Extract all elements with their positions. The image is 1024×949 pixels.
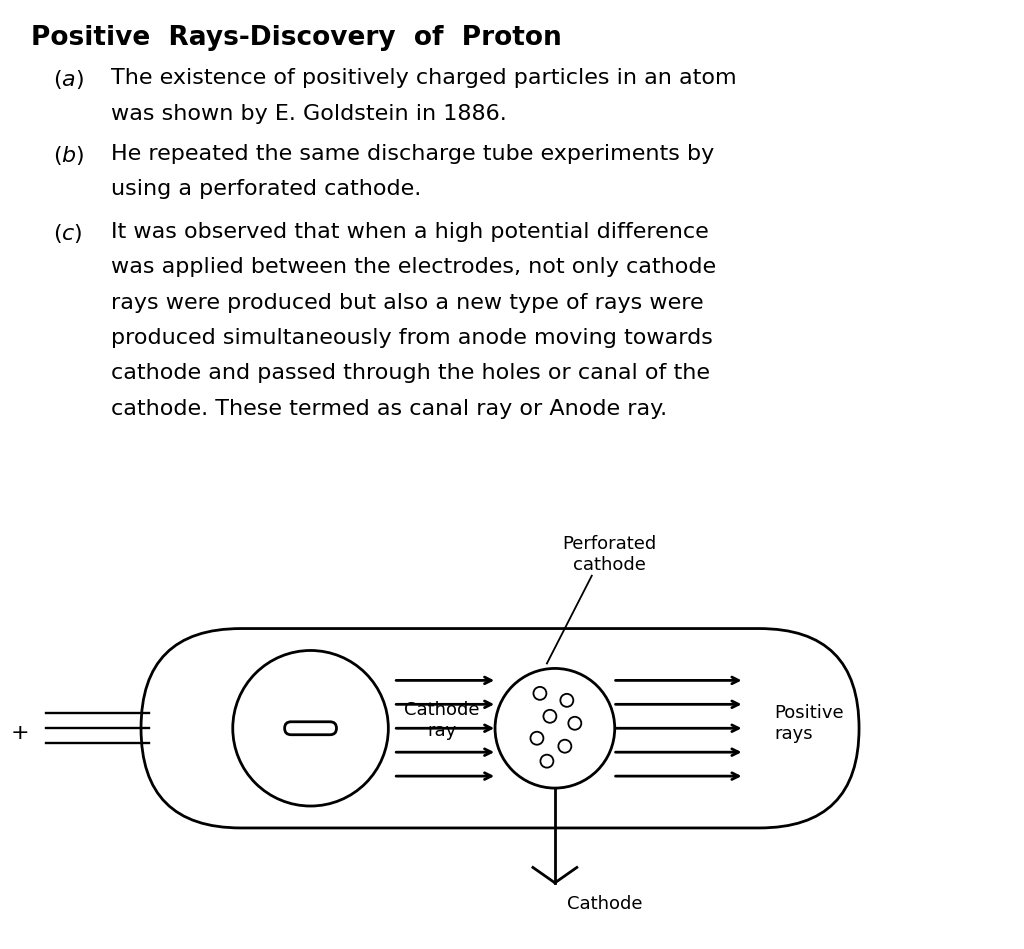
- Circle shape: [530, 732, 544, 745]
- FancyBboxPatch shape: [285, 722, 337, 735]
- Text: cathode. These termed as canal ray or Anode ray.: cathode. These termed as canal ray or An…: [111, 399, 668, 419]
- Circle shape: [544, 710, 556, 723]
- Circle shape: [558, 739, 571, 753]
- Text: Perforated
cathode: Perforated cathode: [562, 535, 656, 574]
- Text: Cathode
ray: Cathode ray: [403, 701, 479, 739]
- Text: using a perforated cathode.: using a perforated cathode.: [111, 179, 421, 199]
- Text: Positive
rays: Positive rays: [774, 704, 844, 743]
- Circle shape: [495, 668, 614, 788]
- FancyBboxPatch shape: [141, 628, 859, 828]
- Text: was applied between the electrodes, not only cathode: was applied between the electrodes, not …: [111, 257, 716, 277]
- Text: Cathode: Cathode: [567, 895, 642, 913]
- Text: He repeated the same discharge tube experiments by: He repeated the same discharge tube expe…: [111, 144, 715, 164]
- Text: The existence of positively charged particles in an atom: The existence of positively charged part…: [111, 68, 736, 88]
- Text: It was observed that when a high potential difference: It was observed that when a high potenti…: [111, 222, 709, 242]
- Text: rays were produced but also a new type of rays were: rays were produced but also a new type o…: [111, 292, 703, 312]
- Circle shape: [560, 694, 573, 707]
- Circle shape: [232, 650, 388, 806]
- Text: produced simultaneously from anode moving towards: produced simultaneously from anode movin…: [111, 328, 713, 348]
- Text: $(a)$: $(a)$: [53, 68, 84, 91]
- Circle shape: [568, 716, 582, 730]
- Text: was shown by E. Goldstein in 1886.: was shown by E. Goldstein in 1886.: [111, 103, 507, 123]
- Circle shape: [534, 687, 547, 699]
- Text: +: +: [10, 723, 30, 743]
- Text: $(b)$: $(b)$: [53, 144, 85, 167]
- Text: $(c)$: $(c)$: [53, 222, 83, 245]
- Text: cathode and passed through the holes or canal of the: cathode and passed through the holes or …: [111, 363, 710, 383]
- Text: Positive  Rays-Discovery  of  Proton: Positive Rays-Discovery of Proton: [32, 26, 562, 51]
- Circle shape: [541, 754, 553, 768]
